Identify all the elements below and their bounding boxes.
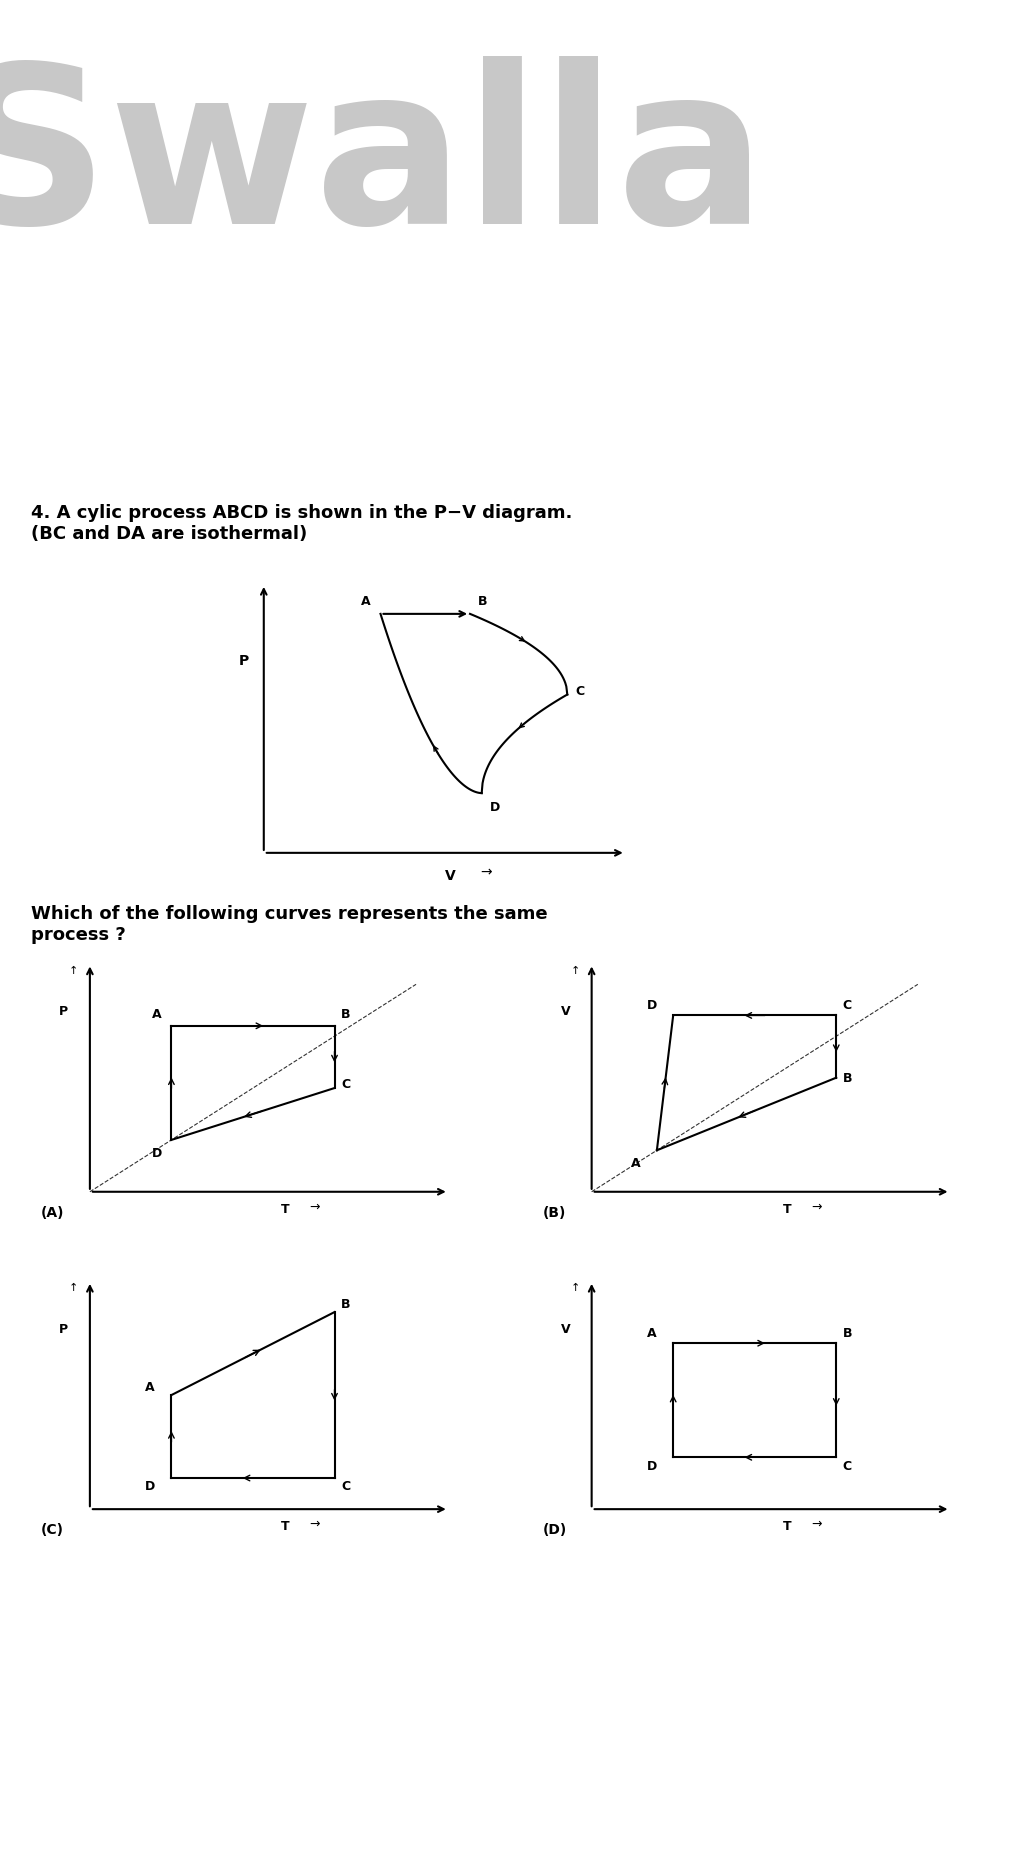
- Text: C: C: [843, 999, 852, 1012]
- Text: C: C: [843, 1460, 852, 1473]
- Text: B: B: [843, 1072, 852, 1085]
- Text: A: A: [631, 1158, 640, 1171]
- Text: A: A: [145, 1382, 155, 1395]
- Text: →: →: [480, 866, 492, 879]
- Text: A: A: [647, 1327, 656, 1341]
- Text: →: →: [309, 1200, 321, 1214]
- Text: Swalla: Swalla: [0, 56, 766, 271]
- Text: D: D: [647, 1460, 657, 1473]
- Text: P: P: [59, 1324, 69, 1335]
- Text: (A): (A): [41, 1206, 65, 1219]
- Text: V: V: [561, 1006, 570, 1018]
- Text: V: V: [445, 868, 456, 883]
- Text: B: B: [341, 1008, 350, 1021]
- Text: B: B: [478, 596, 487, 609]
- Text: D: D: [152, 1146, 162, 1159]
- Text: 4. A cylic process ABCD is shown in the P−V diagram.
(BC and DA are isothermal): 4. A cylic process ABCD is shown in the …: [31, 504, 572, 543]
- Text: ↑: ↑: [69, 965, 78, 976]
- Text: B: B: [843, 1327, 852, 1341]
- Text: (D): (D): [543, 1523, 567, 1537]
- Text: C: C: [341, 1481, 350, 1494]
- Text: A: A: [361, 596, 371, 609]
- Text: D: D: [489, 801, 500, 814]
- Text: →: →: [811, 1200, 822, 1214]
- Text: P: P: [240, 653, 250, 668]
- Text: ↑: ↑: [570, 1283, 580, 1294]
- Text: V: V: [561, 1324, 570, 1335]
- Text: ↑: ↑: [570, 965, 580, 976]
- Text: T: T: [783, 1520, 792, 1533]
- Text: T: T: [282, 1520, 290, 1533]
- Text: D: D: [145, 1481, 156, 1494]
- Text: P: P: [59, 1006, 69, 1018]
- Text: C: C: [341, 1077, 350, 1090]
- Text: T: T: [783, 1202, 792, 1215]
- Text: Which of the following curves represents the same
process ?: Which of the following curves represents…: [31, 905, 548, 945]
- Text: (C): (C): [41, 1523, 63, 1537]
- Text: C: C: [575, 685, 585, 698]
- Text: A: A: [152, 1008, 162, 1021]
- Text: D: D: [647, 999, 657, 1012]
- Text: ↑: ↑: [69, 1283, 78, 1294]
- Text: →: →: [811, 1518, 822, 1531]
- Text: T: T: [282, 1202, 290, 1215]
- Text: →: →: [309, 1518, 321, 1531]
- Text: B: B: [341, 1298, 350, 1311]
- Text: (B): (B): [543, 1206, 566, 1219]
